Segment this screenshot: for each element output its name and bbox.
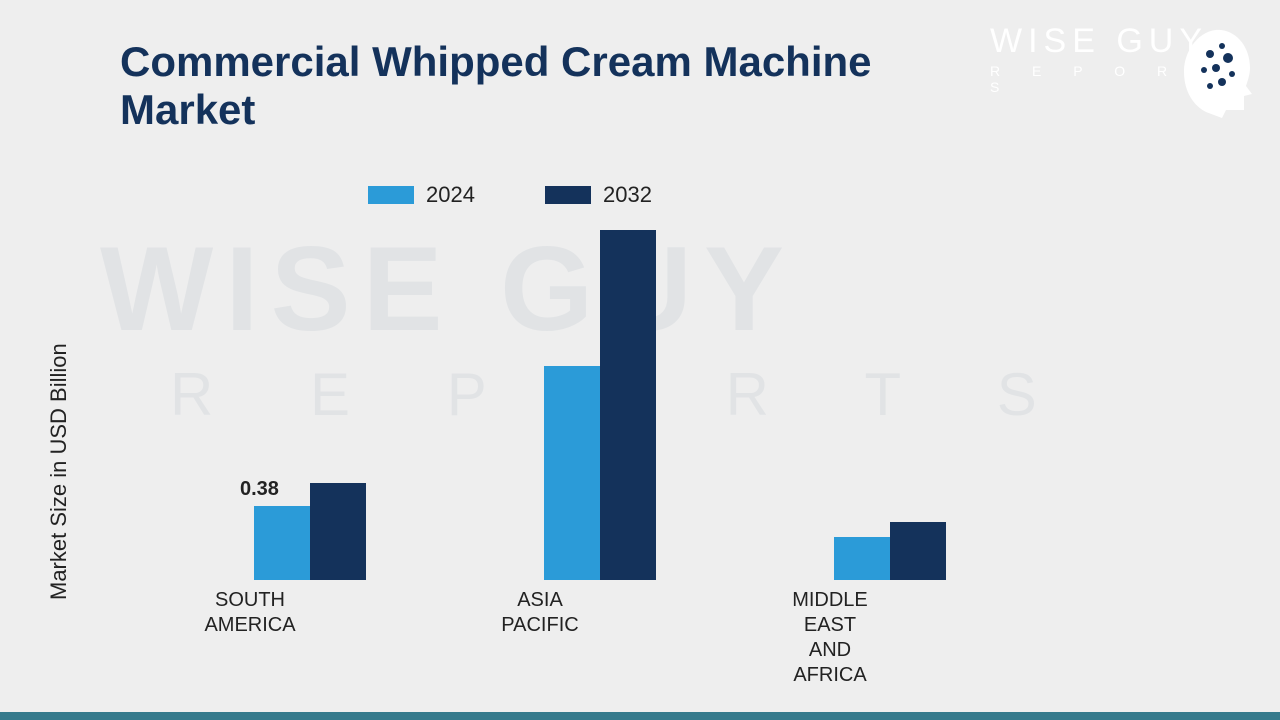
bar-2032 <box>310 483 366 580</box>
category-label: ASIAPACIFIC <box>450 588 630 638</box>
chart-area: Market Size in USD Billion 2024 2032 SOU… <box>60 170 960 670</box>
legend-label-2032: 2032 <box>603 182 652 208</box>
bar-2032 <box>600 230 656 580</box>
brand-logo: WISE GUY R E P O R T S <box>990 22 1250 122</box>
chart-title: Commercial Whipped Cream Machine Market <box>120 38 880 135</box>
chart-canvas: WISE GUY R E P O R T S Commercial Whippe… <box>0 0 1280 720</box>
category-label: MIDDLEEASTANDAFRICA <box>740 588 920 688</box>
bar-2024 <box>254 506 310 580</box>
bar-value-label: 0.38 <box>240 478 279 501</box>
plot-area <box>120 230 950 580</box>
y-axis-label: Market Size in USD Billion <box>46 343 72 600</box>
bar-group <box>510 230 690 580</box>
chart-legend: 2024 2032 <box>60 182 960 208</box>
bar-2032 <box>890 522 946 580</box>
bar-2024 <box>544 366 600 580</box>
bar-group <box>800 522 980 580</box>
category-label: SOUTHAMERICA <box>160 588 340 638</box>
legend-item-2032: 2032 <box>545 182 652 208</box>
legend-label-2024: 2024 <box>426 182 475 208</box>
legend-swatch-2032 <box>545 186 591 204</box>
legend-item-2024: 2024 <box>368 182 475 208</box>
bottom-accent-bar <box>0 712 1280 720</box>
brand-head-icon <box>1166 24 1256 120</box>
legend-swatch-2024 <box>368 186 414 204</box>
bar-2024 <box>834 537 890 580</box>
